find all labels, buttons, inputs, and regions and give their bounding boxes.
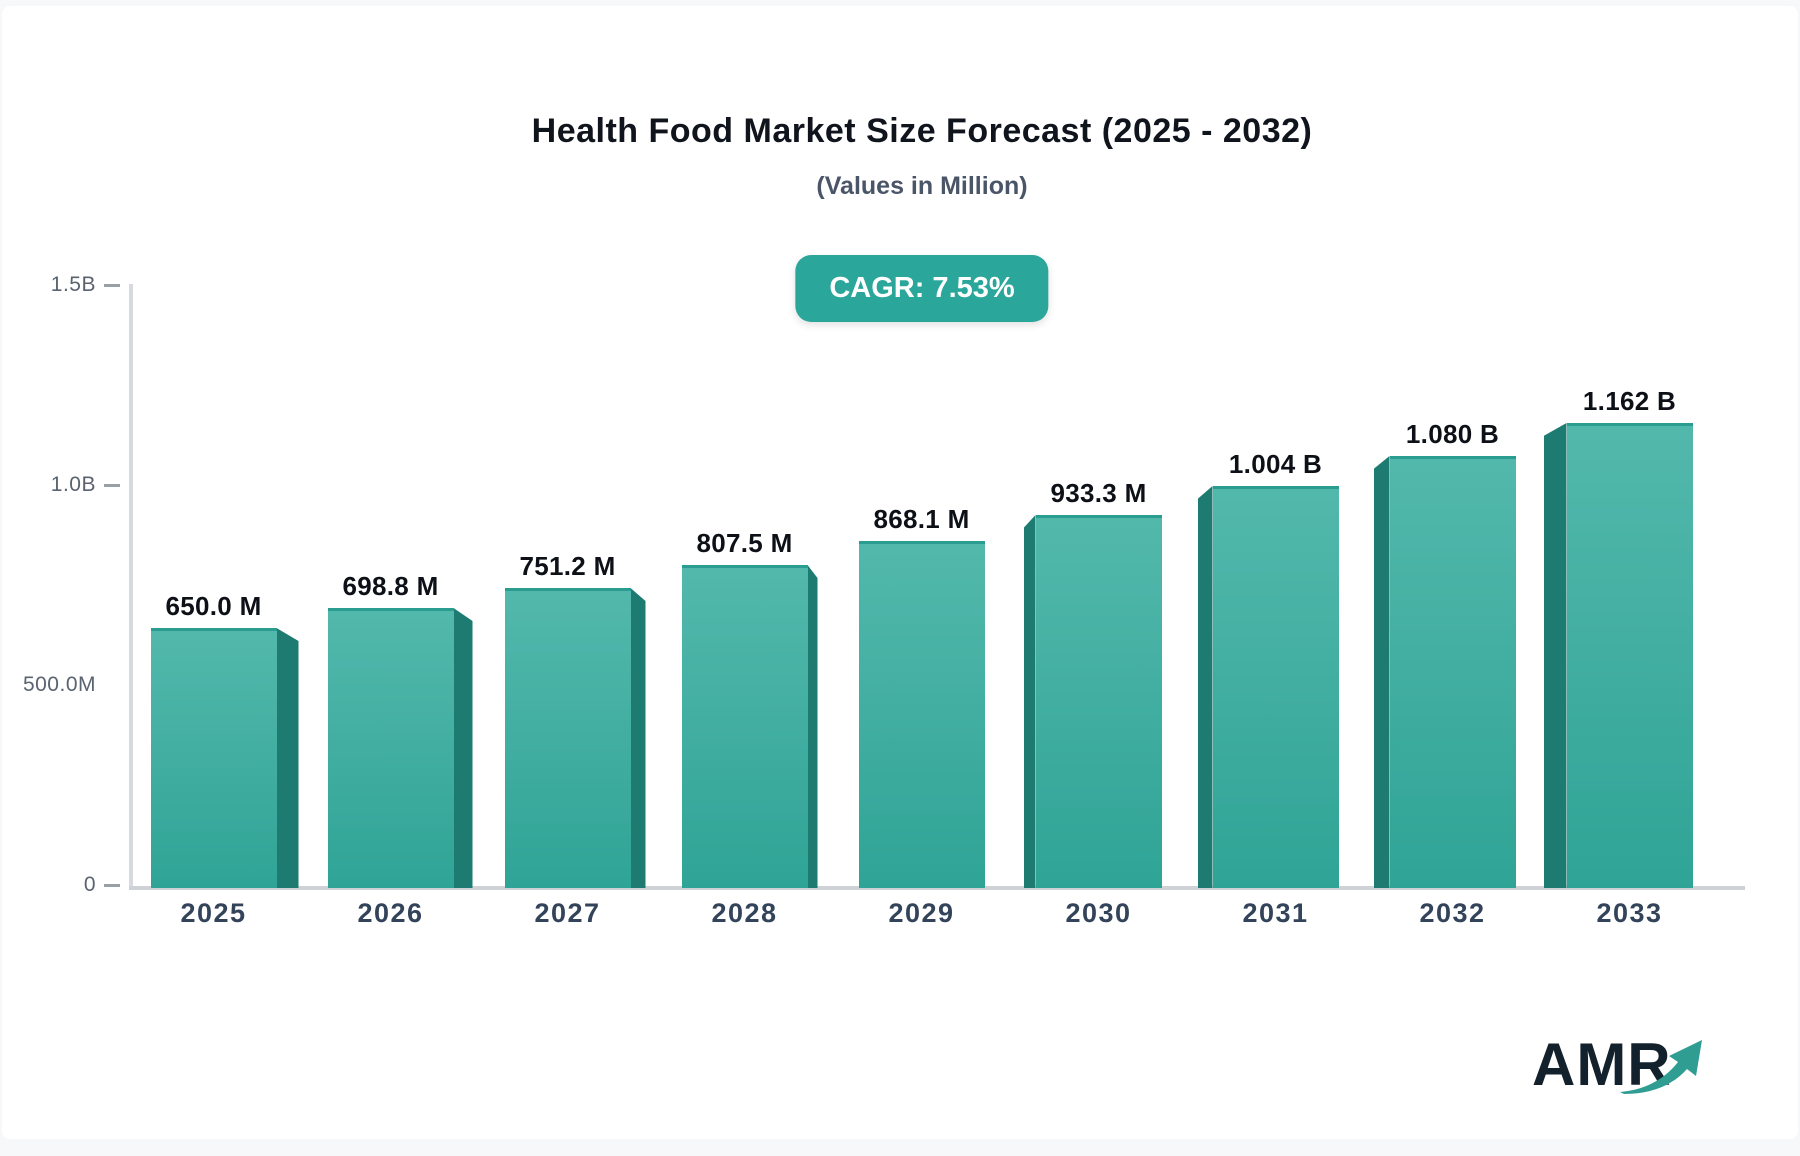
x-axis-line [129, 886, 1745, 890]
bar-value-label-2026: 698.8 M [342, 571, 439, 601]
bar-side-face [630, 588, 646, 888]
bar-value-label-2030: 933.3 M [1050, 478, 1147, 508]
bar-side-face [1023, 515, 1036, 888]
bar-value-label-2031: 1.004 B [1228, 449, 1323, 479]
cagr-badge: CAGR: 7.53% [795, 255, 1049, 322]
bar-front-face [858, 541, 985, 888]
x-tick-label-2028: 2028 [711, 898, 778, 928]
bar-front-face [1566, 423, 1693, 888]
bar-side-face [1543, 423, 1567, 888]
y-tick-label-1.5B: 1.5B [50, 273, 96, 296]
bar-value-label-2029: 868.1 M [873, 504, 970, 534]
y-axis-line [129, 284, 133, 888]
bar-side-face [807, 565, 818, 888]
x-tick-label-2032: 2032 [1419, 898, 1486, 928]
y-tick-dash [104, 884, 120, 887]
bar-front-face [1389, 456, 1516, 888]
y-tick-label-500.0M: 500.0M [22, 673, 96, 696]
bar-value-label-2027: 751.2 M [519, 551, 616, 581]
bar-front-face [150, 628, 277, 888]
growth-arrow-icon [1620, 1040, 1702, 1094]
y-tick-label-1.0B: 1.0B [50, 473, 96, 496]
chart-subtitle: (Values in Million) [816, 172, 1028, 200]
x-tick-label-2031: 2031 [1242, 898, 1309, 928]
bar-side-face [453, 608, 473, 888]
bar-front-face [1212, 486, 1339, 888]
x-tick-label-2026: 2026 [357, 898, 424, 928]
x-tick-label-2025: 2025 [180, 898, 247, 928]
bar-value-label-2032: 1.080 B [1405, 419, 1500, 449]
bar-side-face [276, 628, 299, 888]
chart-title: Health Food Market Size Forecast (2025 -… [531, 112, 1313, 150]
y-tick-dash [104, 484, 120, 487]
x-tick-label-2033: 2033 [1596, 898, 1663, 928]
y-tick-dash [104, 284, 120, 287]
y-tick-label-0: 0 [83, 873, 96, 896]
bar-value-label-2033: 1.162 B [1582, 386, 1677, 416]
bar-value-label-2025: 650.0 M [165, 591, 262, 621]
bar-front-face [1035, 515, 1162, 888]
bar-front-face [504, 588, 631, 888]
bar-side-face [1197, 486, 1213, 888]
x-tick-label-2030: 2030 [1065, 898, 1132, 928]
bar-side-face [1373, 456, 1390, 888]
amr-logo: AMR [1532, 1030, 1722, 1105]
bar-value-label-2028: 807.5 M [696, 528, 793, 558]
bar-front-face [681, 565, 808, 888]
x-tick-label-2029: 2029 [888, 898, 955, 928]
bar-front-face [327, 608, 454, 888]
x-tick-label-2027: 2027 [534, 898, 601, 928]
